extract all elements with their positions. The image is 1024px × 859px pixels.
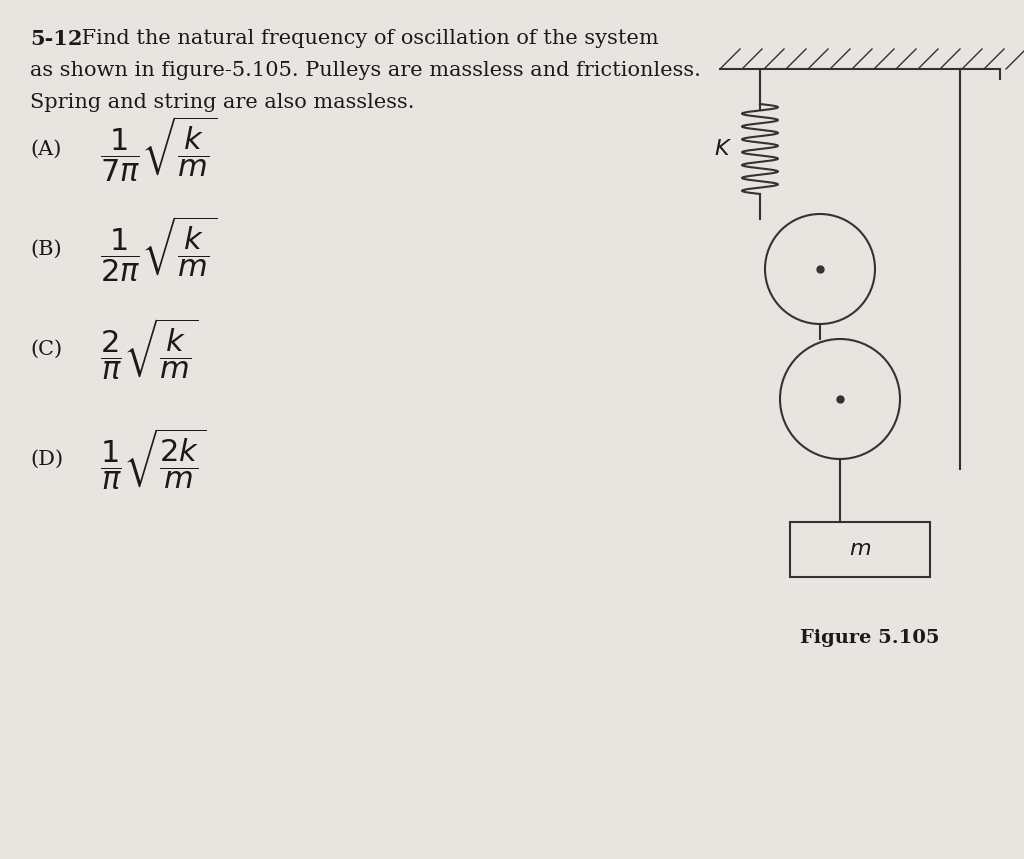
Text: $\dfrac{1}{2\pi}\sqrt{\dfrac{k}{m}}$: $\dfrac{1}{2\pi}\sqrt{\dfrac{k}{m}}$ <box>100 214 217 284</box>
Text: as shown in figure-5.105. Pulleys are massless and frictionless.: as shown in figure-5.105. Pulleys are ma… <box>30 61 700 80</box>
Text: $K$: $K$ <box>714 138 732 160</box>
Text: Figure 5.105: Figure 5.105 <box>800 629 940 647</box>
Text: $m$: $m$ <box>849 538 871 560</box>
Text: $\dfrac{2}{\pi}\sqrt{\dfrac{k}{m}}$: $\dfrac{2}{\pi}\sqrt{\dfrac{k}{m}}$ <box>100 316 199 382</box>
Text: $\dfrac{1}{\pi}\sqrt{\dfrac{2k}{m}}$: $\dfrac{1}{\pi}\sqrt{\dfrac{2k}{m}}$ <box>100 426 206 492</box>
Text: (D): (D) <box>30 449 63 468</box>
Text: (B): (B) <box>30 240 61 259</box>
Text: (A): (A) <box>30 139 61 159</box>
Text: 5-12: 5-12 <box>30 29 83 49</box>
Text: $\dfrac{1}{7\pi}\sqrt{\dfrac{k}{m}}$: $\dfrac{1}{7\pi}\sqrt{\dfrac{k}{m}}$ <box>100 114 217 184</box>
Text: Find the natural frequency of oscillation of the system: Find the natural frequency of oscillatio… <box>75 29 658 48</box>
Bar <box>790 521 930 576</box>
Text: Spring and string are also massless.: Spring and string are also massless. <box>30 93 415 112</box>
Text: (C): (C) <box>30 339 62 358</box>
